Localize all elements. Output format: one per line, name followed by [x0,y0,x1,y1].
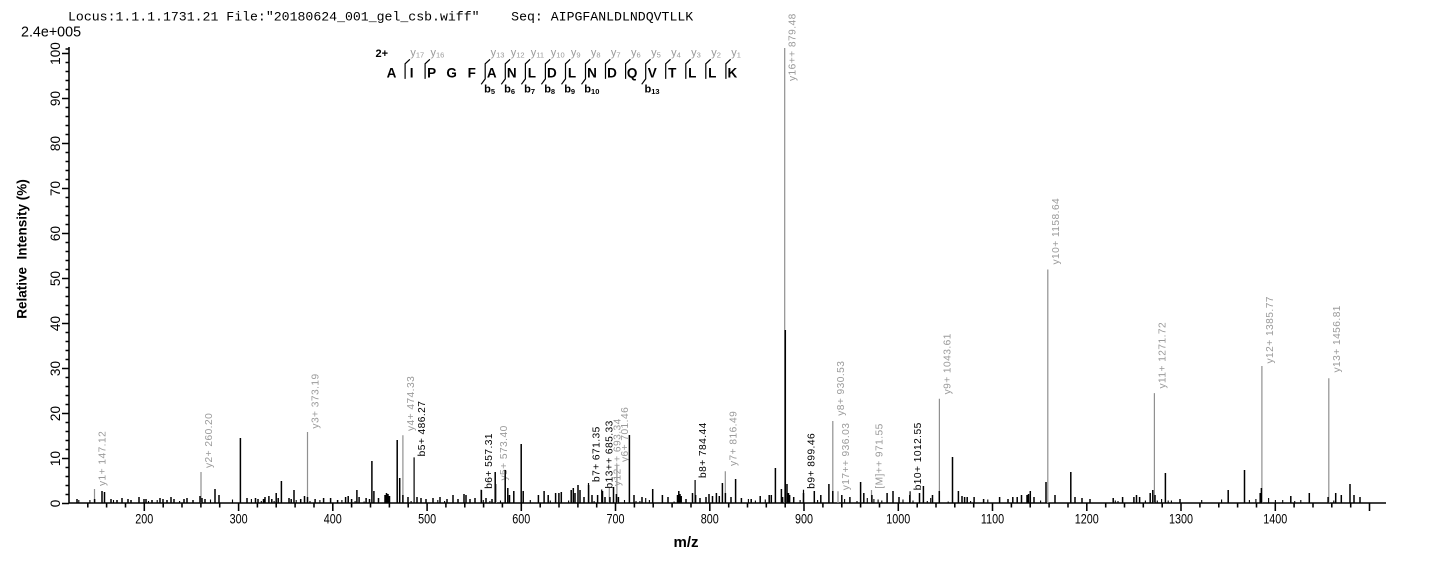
svg-text:y9: y9 [571,47,581,60]
svg-text:y2: y2 [711,47,721,60]
svg-text:F: F [468,66,476,81]
svg-text:y13: y13 [491,47,505,60]
svg-text:b13: b13 [645,84,660,97]
svg-text:y10: y10 [551,47,565,60]
svg-text:y8: y8 [591,47,601,60]
svg-text:D: D [607,66,617,81]
svg-text:y6: y6 [631,47,641,60]
svg-text:100: 100 [48,42,63,65]
svg-text:y11: y11 [531,47,544,60]
svg-text:Q: Q [627,66,638,81]
svg-text:K: K [728,66,738,81]
svg-text:b7+ 671.35: b7+ 671.35 [592,426,603,482]
svg-text:y12++ 693.34: y12++ 693.34 [612,418,623,486]
svg-text:L: L [688,66,696,81]
svg-text:30: 30 [48,361,63,377]
svg-text:y17: y17 [410,47,424,60]
svg-text:2+: 2+ [376,48,389,60]
svg-text:N: N [587,66,597,81]
svg-text:y13+ 1456.81: y13+ 1456.81 [1332,305,1343,372]
svg-text:b6+ 557.31: b6+ 557.31 [484,433,495,489]
svg-text:y8+ 930.53: y8+ 930.53 [836,361,847,416]
svg-text:y7+ 816.49: y7+ 816.49 [728,411,739,466]
svg-text:y17++ 936.03: y17++ 936.03 [841,423,852,491]
svg-text:y6+ 701.46: y6+ 701.46 [620,407,631,462]
svg-text:y1: y1 [731,47,741,60]
svg-text:20: 20 [48,406,63,422]
svg-text:b10+ 1012.55: b10+ 1012.55 [913,422,924,490]
svg-text:400: 400 [324,511,342,526]
svg-text:1100: 1100 [981,511,1004,526]
svg-text:y9+ 1043.61: y9+ 1043.61 [942,333,953,394]
svg-text:y11+ 1271.72: y11+ 1271.72 [1157,322,1168,389]
svg-text:L: L [568,66,576,81]
svg-text:b10: b10 [584,84,599,97]
svg-text:b7: b7 [524,84,535,97]
svg-text:40: 40 [48,316,63,332]
svg-text:2.4e+005: 2.4e+005 [21,25,81,41]
svg-text:A: A [387,66,397,81]
svg-text:900: 900 [795,511,813,526]
svg-text:Locus:1.1.1.1731.21 File:"2018: Locus:1.1.1.1731.21 File:"20180624_001_g… [68,9,693,24]
svg-text:y12: y12 [511,47,525,60]
svg-text:0: 0 [48,499,63,507]
svg-text:T: T [668,66,677,81]
svg-text:50: 50 [48,271,63,287]
svg-text:Relative Intensity (%): Relative Intensity (%) [15,179,30,319]
svg-text:b9+ 899.46: b9+ 899.46 [807,433,818,489]
svg-text:1300: 1300 [1169,511,1193,526]
svg-text:m/z: m/z [673,534,698,551]
svg-text:y16++ 879.48: y16++ 879.48 [788,13,799,81]
svg-text:b5: b5 [484,84,495,97]
svg-text:b13++ 685.33: b13++ 685.33 [605,420,616,488]
svg-text:b8+ 784.44: b8+ 784.44 [698,422,709,478]
svg-text:60: 60 [48,226,63,242]
svg-text:D: D [547,66,557,81]
svg-text:10: 10 [48,451,63,467]
svg-text:G: G [446,66,457,81]
svg-text:V: V [648,66,657,81]
svg-text:1400: 1400 [1263,511,1287,526]
svg-text:700: 700 [606,511,624,526]
svg-text:y7: y7 [611,47,621,60]
svg-text:1000: 1000 [886,511,910,526]
svg-text:200: 200 [135,511,153,526]
svg-text:b8: b8 [544,84,555,97]
svg-text:N: N [507,66,517,81]
svg-text:600: 600 [512,511,530,526]
svg-text:500: 500 [418,511,436,526]
svg-text:800: 800 [701,511,719,526]
svg-text:P: P [427,66,436,81]
svg-text:y5+ 573.40: y5+ 573.40 [499,425,510,480]
svg-text:b9: b9 [564,84,575,97]
svg-text:y16: y16 [431,47,445,60]
svg-text:70: 70 [48,181,63,197]
svg-text:y3+ 373.19: y3+ 373.19 [311,373,322,428]
svg-text:90: 90 [48,91,63,107]
svg-text:A: A [487,66,497,81]
svg-text:[M]++ 971.55: [M]++ 971.55 [875,423,886,488]
svg-text:b5+ 486.27: b5+ 486.27 [417,401,428,457]
svg-text:b6: b6 [504,84,515,97]
svg-text:80: 80 [48,136,63,152]
svg-text:1200: 1200 [1075,511,1099,526]
svg-text:L: L [708,66,716,81]
svg-text:L: L [528,66,536,81]
svg-text:y10+ 1158.64: y10+ 1158.64 [1051,198,1062,265]
svg-text:y5: y5 [651,47,661,60]
svg-text:y3: y3 [691,47,701,60]
svg-text:y4+ 474.33: y4+ 474.33 [406,376,417,431]
svg-text:y1+ 147.12: y1+ 147.12 [98,431,109,486]
svg-text:y2+ 260.20: y2+ 260.20 [204,413,215,468]
svg-text:y4: y4 [671,47,681,60]
svg-text:I: I [410,66,414,81]
svg-text:300: 300 [230,511,248,526]
svg-text:y12+ 1385.77: y12+ 1385.77 [1265,296,1276,363]
